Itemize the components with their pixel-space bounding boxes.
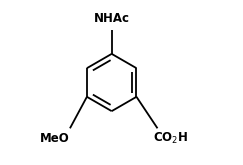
- Text: NHAc: NHAc: [94, 12, 130, 25]
- Text: MeO: MeO: [40, 132, 69, 145]
- Text: CO$_2$H: CO$_2$H: [153, 131, 188, 147]
